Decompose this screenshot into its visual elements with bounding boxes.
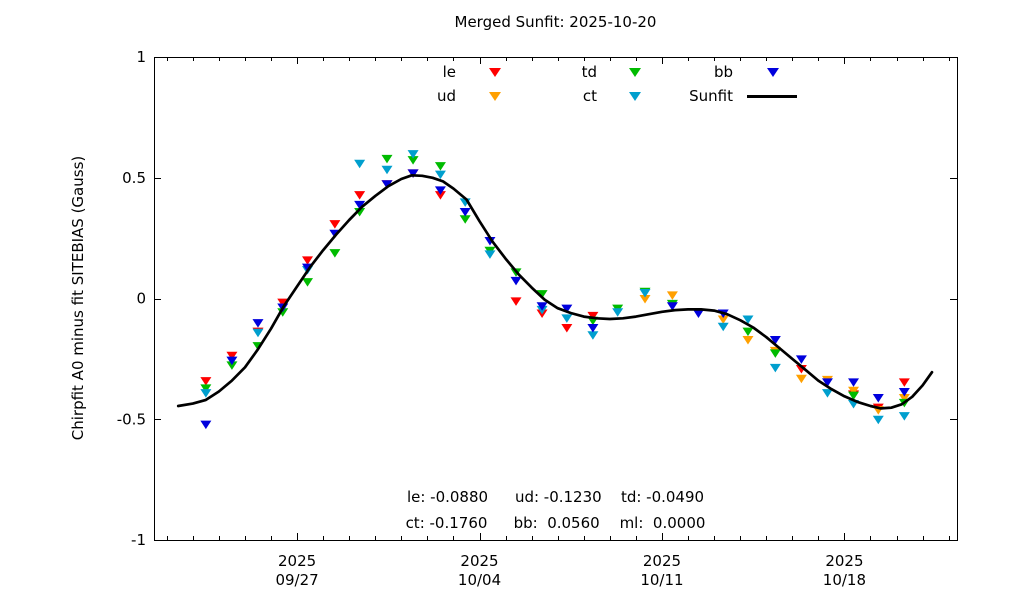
fit-coefficients: le: -0.0880 ud: -0.1230 td: -0.0490 ct: -0…: [154, 484, 957, 536]
coef-le: le: -0.0880: [406, 488, 489, 506]
x-tick-label-date: 10/04: [458, 571, 501, 589]
x-tick-label-date: 10/18: [823, 571, 866, 589]
series-ct: [200, 150, 910, 425]
x-tick-label-date: 09/27: [275, 571, 318, 589]
triangle-down-icon: [767, 68, 779, 77]
legend-label-sunfit: Sunfit: [689, 87, 733, 105]
x-tick-label-year: 2025: [643, 552, 681, 570]
triangle-down-icon: [629, 92, 641, 101]
coef-ct: ct: -0.1760: [405, 514, 488, 532]
series-bb: [200, 169, 910, 430]
legend-label-bb: bb: [713, 63, 733, 81]
y-tick-label: 0.5: [122, 169, 146, 187]
coef-bb: bb: 0.0560: [513, 514, 600, 532]
x-tick-label-year: 2025: [460, 552, 498, 570]
line-sample-icon: [747, 95, 797, 98]
triangle-down-icon: [489, 92, 501, 101]
y-tick-label: -1: [131, 531, 146, 549]
y-tick-label: -0.5: [117, 410, 146, 428]
y-tick-label: 0: [136, 290, 146, 308]
y-axis-label: Chirpfit A0 minus fit SITEBIAS (Gauss): [69, 155, 87, 441]
y-tick-label: 1: [136, 48, 146, 66]
x-tick-label-date: 10/11: [640, 571, 683, 589]
coefficients-row-1: le: -0.0880 ud: -0.1230 td: -0.0490: [154, 484, 957, 510]
chart-title: Merged Sunfit: 2025-10-20: [454, 13, 657, 31]
legend-label-td: td: [581, 63, 597, 81]
coef-ml: ml: 0.0000: [619, 514, 706, 532]
coef-ud: ud: -0.1230: [514, 488, 602, 506]
x-tick-label-year: 2025: [825, 552, 863, 570]
coef-td: td: -0.0490: [620, 488, 705, 506]
legend-label-le: le: [442, 63, 456, 81]
legend-label-ct: ct: [582, 87, 597, 105]
triangle-down-icon: [489, 68, 501, 77]
coefficients-row-2: ct: -0.1760 bb: 0.0560 ml: 0.0000: [154, 510, 957, 536]
legend-label-ud: ud: [436, 87, 456, 105]
sunfit-curve: [176, 173, 934, 410]
x-tick-label-year: 2025: [278, 552, 316, 570]
axes-frame: [154, 57, 958, 541]
tick-labels: 10.50-0.5-1202509/27202510/04202510/1120…: [117, 48, 866, 589]
triangle-down-icon: [629, 68, 641, 77]
